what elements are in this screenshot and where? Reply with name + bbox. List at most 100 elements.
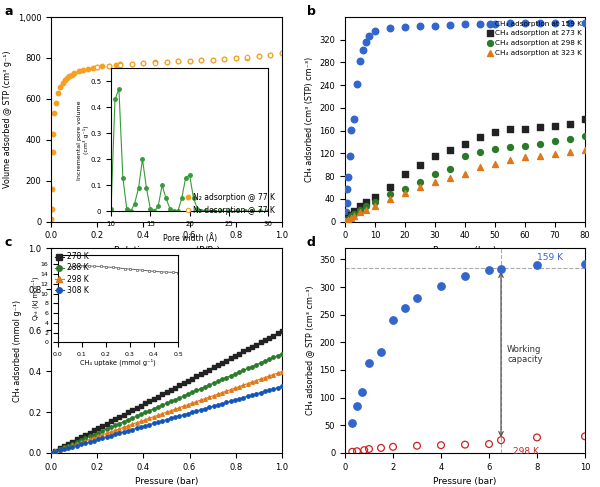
CH₄ adsorption at 298 K [505, 143, 515, 151]
Point [532, 433, 542, 441]
Point [187, 375, 197, 382]
Point [136, 402, 146, 410]
Point [205, 366, 214, 374]
Point [496, 436, 506, 444]
Point [175, 404, 184, 412]
Point [102, 425, 112, 433]
Point [80, 437, 90, 445]
Point [179, 392, 188, 400]
Legend: CH₄ adsorption at 159 K, CH₄ adsorption at 273 K, CH₄ adsorption at 298 K, CH₄ a: CH₄ adsorption at 159 K, CH₄ adsorption … [488, 20, 581, 56]
N₂ desorption @ 77 K [163, 59, 170, 65]
CH₄ adsorption at 273 K [355, 202, 365, 210]
Point [115, 425, 124, 432]
Point [166, 386, 176, 393]
N₂ adsorption @ 77 K [117, 61, 124, 67]
Point [145, 421, 154, 429]
Point [239, 366, 248, 374]
CH₄ adsorption at 273 K [490, 128, 500, 136]
Point [400, 304, 410, 312]
Point [72, 440, 82, 448]
Point [149, 413, 158, 421]
CH₄ adsorption at 298 K [400, 185, 410, 192]
CH₄ adsorption at 273 K [565, 120, 575, 128]
Point [183, 390, 193, 398]
Point [247, 343, 257, 351]
Point [256, 338, 265, 346]
N₂ adsorption @ 77 K [75, 68, 82, 74]
Point [269, 354, 278, 361]
Line: N₂ adsorption @ 77 K: N₂ adsorption @ 77 K [49, 51, 284, 221]
Point [226, 397, 235, 405]
Point [277, 327, 287, 335]
Point [50, 448, 60, 455]
Point [140, 416, 150, 424]
N₂ adsorption @ 77 K [51, 110, 58, 116]
Point [119, 428, 128, 436]
N₂ adsorption @ 77 K [197, 57, 205, 63]
Point [157, 401, 167, 409]
Point [119, 423, 128, 431]
Point [251, 376, 261, 384]
Point [93, 429, 103, 437]
Point [136, 423, 146, 431]
N₂ adsorption @ 77 K [47, 216, 55, 222]
CH₄ adsorption at 273 K [415, 161, 425, 169]
Point [352, 402, 362, 410]
Point [89, 427, 98, 434]
Point [191, 373, 201, 380]
N₂ desorption @ 77 K [244, 55, 251, 60]
CH₄ adsorption at 159 K [550, 19, 560, 27]
Text: c: c [5, 236, 12, 249]
N₂ adsorption @ 77 K [163, 59, 170, 65]
Point [260, 388, 269, 395]
Point [76, 438, 86, 446]
CH₄ adsorption at 298 K [430, 170, 440, 178]
CH₄ adsorption at 159 K [400, 23, 410, 31]
CH₄ adsorption at 298 K [565, 135, 575, 143]
Point [376, 348, 386, 356]
CH₄ adsorption at 159 K [580, 19, 590, 27]
N₂ adsorption @ 77 K [89, 65, 96, 71]
Point [243, 345, 253, 353]
Point [170, 384, 180, 392]
N₂ adsorption @ 77 K [267, 52, 274, 57]
N₂ desorption @ 77 K [186, 58, 193, 64]
Point [106, 423, 116, 431]
CH₄ adsorption at 298 K [475, 149, 485, 156]
N₂ adsorption @ 77 K [80, 67, 87, 73]
Point [175, 412, 184, 420]
N₂ adsorption @ 77 K [85, 66, 92, 72]
Point [269, 371, 278, 378]
Point [166, 397, 176, 405]
Point [243, 380, 253, 388]
Point [153, 393, 163, 400]
Line: N₂ desorption @ 77 K: N₂ desorption @ 77 K [95, 51, 284, 69]
Point [106, 432, 116, 440]
Point [55, 445, 64, 452]
Point [273, 384, 283, 392]
Point [145, 414, 154, 422]
CH₄ adsorption at 298 K [520, 142, 530, 150]
Point [191, 398, 201, 406]
CH₄ adsorption at 159 K [520, 19, 530, 27]
N₂ adsorption @ 77 K [48, 206, 55, 212]
Point [85, 435, 94, 443]
Point [226, 355, 235, 362]
N₂ adsorption @ 77 K [209, 56, 216, 62]
CH₄ adsorption at 273 K [361, 198, 371, 206]
Point [80, 439, 90, 447]
CH₄ adsorption at 323 K [346, 214, 356, 222]
Point [230, 352, 240, 360]
Point [484, 440, 494, 448]
Point [256, 375, 265, 383]
Point [256, 389, 265, 396]
N₂ desorption @ 77 K [209, 56, 216, 62]
Point [149, 395, 158, 403]
Point [364, 445, 374, 453]
CH₄ adsorption at 159 K [505, 19, 515, 27]
N₂ adsorption @ 77 K [140, 60, 147, 66]
Point [72, 438, 82, 446]
Point [110, 431, 120, 438]
CH₄ adsorption at 298 K [361, 202, 371, 210]
Point [106, 417, 116, 425]
